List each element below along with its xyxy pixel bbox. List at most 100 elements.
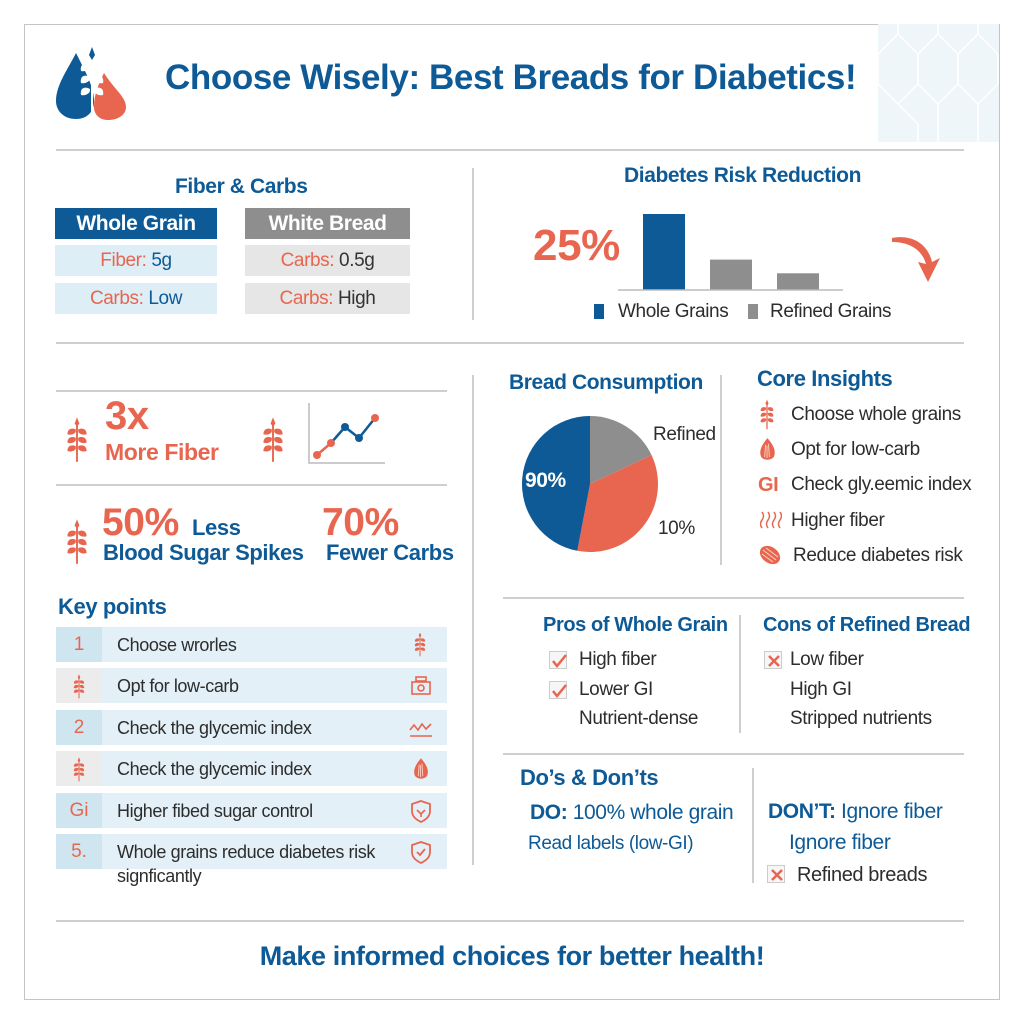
dont-item: Refined breads	[797, 864, 928, 886]
key-point-marker: Gi	[56, 793, 102, 828]
insight-item: Check gly.eemic index	[791, 474, 972, 495]
legend-swatch-refined	[748, 304, 758, 319]
check-mark-icon	[549, 651, 567, 669]
row-label: Carbs:	[89, 288, 144, 309]
row-label: Carbs:	[280, 250, 335, 271]
pie-slice-orange	[577, 455, 658, 552]
curved-down-arrow-icon	[892, 237, 940, 282]
divider	[56, 920, 964, 922]
page-title: Choose Wisely: Best Breads for Diabetics…	[165, 58, 857, 97]
row-value: Low	[148, 288, 183, 309]
hexagon-pattern-decoration	[878, 24, 999, 142]
insight-item: Reduce diabetes risk	[793, 545, 963, 566]
cons-item: Low fiber	[790, 649, 864, 670]
key-point-row: 5. Whole grains reduce diabetes risk	[56, 834, 447, 869]
do-item: DO: 100% whole grain	[530, 801, 734, 824]
legend-refined-grains: Refined Grains	[770, 301, 892, 322]
insights-title: Core Insights	[757, 366, 893, 391]
wheat-icon	[414, 633, 426, 657]
row-label: Fiber:	[100, 250, 147, 271]
risk-bar-chart	[618, 214, 843, 291]
stat-fiber-value: 3x	[105, 394, 149, 438]
x-mark-icon	[764, 651, 782, 669]
row-value: High	[337, 288, 376, 309]
scale-icon	[411, 676, 431, 695]
risk-bar	[777, 273, 819, 290]
divider	[503, 753, 964, 755]
consumption-pie-chart	[522, 416, 658, 552]
whole-grain-row: Carbs: Low	[55, 283, 217, 314]
pie-label-refined: Refined	[653, 424, 716, 445]
stat-carbs-label: Fewer Carbs	[326, 540, 454, 565]
key-point-text: Opt for low-carb	[117, 676, 239, 696]
divider	[739, 615, 741, 733]
stat-spikes-suffix: Less	[192, 515, 241, 540]
seed-icon	[759, 545, 781, 565]
cons-item: Stripped nutrients	[790, 708, 932, 729]
key-points-title: Key points	[58, 594, 167, 619]
divider	[752, 768, 754, 883]
white-bread-header: White Bread	[245, 208, 410, 239]
wheat-icon	[65, 516, 89, 566]
pie-label-outer: 10%	[658, 518, 695, 539]
key-point-marker: 5.	[56, 834, 102, 869]
white-bread-row: Carbs: 0.5g	[245, 245, 410, 276]
x-mark-icon	[767, 865, 785, 883]
dos-title: Do’s & Don’ts	[520, 765, 659, 790]
grain-seed-icon	[758, 437, 777, 462]
pie-slice-blue	[522, 416, 590, 551]
cons-item: High GI	[790, 679, 852, 700]
fiber-waves-icon	[760, 511, 782, 529]
key-point-marker: 2	[56, 710, 102, 745]
key-point-text: Higher fibed sugar control	[117, 801, 313, 821]
divider	[56, 149, 964, 151]
white-bread-row: Carbs: High	[245, 283, 410, 314]
key-point-text: Choose wrorles	[117, 635, 237, 655]
shield-leaf-icon	[411, 800, 431, 823]
key-point-row: Check the glycemic index	[56, 751, 447, 786]
key-point-row: Opt for low-carb	[56, 668, 447, 703]
key-point-text: Whole grains reduce diabetes risk	[117, 842, 375, 862]
key-point-text: Check the glycemic index	[117, 718, 312, 738]
risk-bar	[710, 259, 752, 290]
row-label: Carbs:	[279, 288, 334, 309]
shield-check-icon	[411, 841, 431, 864]
divider	[472, 168, 474, 320]
divider	[503, 597, 964, 599]
wheat-icon	[759, 398, 775, 430]
risk-title: Diabetes Risk Reduction	[624, 164, 862, 187]
stat-carbs-value: 70%	[322, 501, 399, 544]
consumption-title: Bread Consumption	[509, 371, 703, 394]
insight-item: Higher fiber	[791, 510, 885, 531]
key-point-text: Check the glycemic index	[117, 759, 312, 779]
risk-bar	[643, 214, 685, 290]
fiber-carbs-title: Fiber & Carbs	[175, 175, 308, 198]
whole-grain-header: Whole Grain	[55, 208, 217, 239]
pros-item: Nutrient-dense	[579, 708, 699, 729]
pie-slice-gray	[590, 416, 652, 484]
row-value: 5g	[151, 250, 172, 271]
pros-item: High fiber	[579, 649, 657, 670]
key-point-row: 1 Choose wrorles	[56, 627, 447, 662]
footer-tagline: Make informed choices for better health!	[259, 941, 765, 971]
logo-wheat-drops-icon	[56, 47, 126, 120]
key-point-marker-wheat-icon	[56, 668, 102, 703]
stat-fiber-label: More Fiber	[105, 439, 219, 465]
legend-swatch-whole	[594, 304, 604, 319]
do-label: DO:	[530, 801, 568, 824]
legend-whole-grains: Whole Grains	[618, 301, 729, 322]
check-mark-icon	[549, 681, 567, 699]
line-chart-icon	[308, 403, 385, 464]
do-text: 100% whole grain	[572, 801, 734, 824]
key-point-marker-wheat-icon	[56, 751, 102, 786]
insight-item: Choose whole grains	[791, 404, 961, 425]
divider	[56, 342, 964, 344]
do-item: Read labels (low-GI)	[528, 833, 694, 854]
row-value: 0.5g	[339, 250, 375, 271]
dont-label: DON’T:	[768, 800, 836, 823]
insight-item: Opt for low-carb	[791, 439, 920, 460]
divider	[472, 375, 474, 865]
divider	[720, 375, 722, 565]
wave-chart-icon	[409, 722, 432, 737]
pie-label-inner: 90%	[525, 469, 566, 492]
